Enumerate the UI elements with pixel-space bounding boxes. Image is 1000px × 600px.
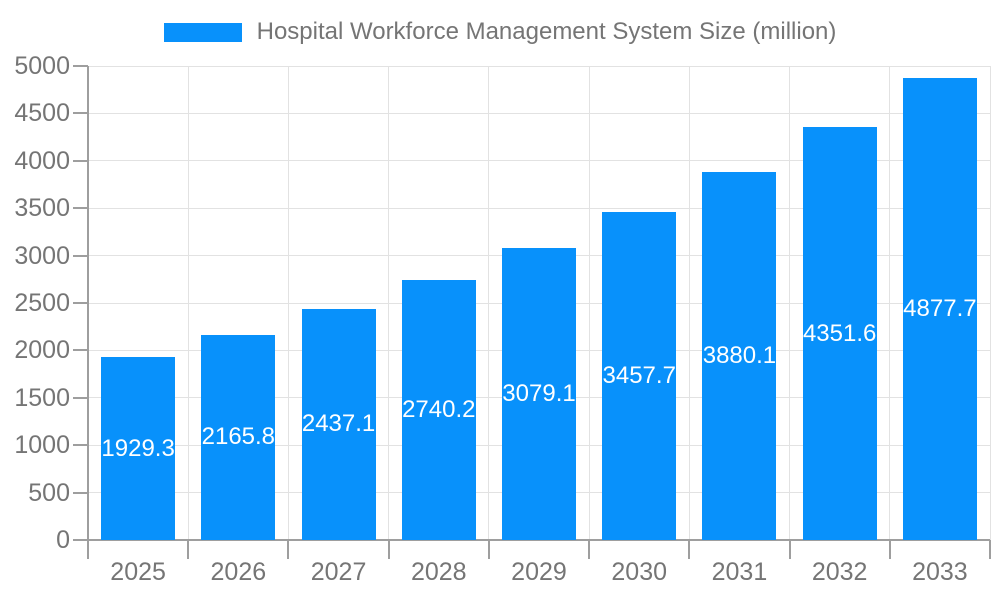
y-axis-tick: [73, 159, 88, 162]
bar-2029[interactable]: [502, 248, 576, 540]
x-axis-tick: [387, 540, 390, 559]
bar-value-label: 1929.3: [101, 434, 175, 462]
y-axis-tick: [73, 491, 88, 494]
x-axis-label: 2027: [310, 558, 367, 586]
x-axis-line: [88, 539, 990, 541]
x-axis-tick: [588, 540, 591, 559]
y-axis-label: 2000: [14, 336, 70, 365]
y-axis-label: 500: [28, 478, 70, 507]
y-axis-label: 4500: [14, 99, 70, 128]
y-axis-tick: [73, 112, 88, 115]
y-axis-label: 3500: [14, 194, 70, 223]
x-axis-label: 2033: [912, 558, 968, 586]
y-axis-label: 5000: [14, 52, 70, 80]
bar-2028[interactable]: [401, 280, 476, 540]
y-axis-tick: [73, 254, 88, 257]
bar-2027[interactable]: [301, 308, 376, 540]
bar-value-label: 2437.1: [301, 410, 376, 438]
x-axis-tick: [888, 540, 891, 559]
y-axis-tick: [73, 207, 88, 210]
chart-legend[interactable]: Hospital Workforce Management System Siz…: [0, 17, 1000, 47]
x-axis-label: 2026: [210, 558, 267, 586]
bar-value-label: 3457.7: [602, 362, 676, 390]
y-axis-tick: [73, 396, 88, 399]
x-gridline: [388, 66, 390, 540]
bar-value-label: 2165.8: [201, 423, 276, 451]
bar-value-label: 2740.2: [402, 396, 476, 424]
y-axis-tick: [73, 302, 88, 304]
y-axis-label: 3000: [14, 241, 70, 270]
x-axis-tick: [487, 540, 490, 559]
x-axis-label: 2028: [410, 558, 467, 586]
y-axis-label: 2500: [14, 289, 70, 317]
bar-value-label: 3079.1: [502, 380, 576, 408]
y-gridline: [88, 160, 990, 162]
x-gridline: [889, 66, 891, 540]
bar-2032[interactable]: [802, 127, 877, 540]
x-gridline: [688, 66, 690, 540]
x-axis-tick: [87, 540, 89, 559]
bar-value-label: 3880.1: [702, 342, 777, 370]
x-gridline: [989, 66, 991, 540]
x-gridline: [588, 66, 590, 540]
y-axis-line: [87, 66, 89, 540]
bar-value-label: 4351.6: [802, 319, 877, 347]
y-gridline: [88, 112, 990, 114]
x-axis-tick: [287, 540, 290, 559]
legend-label: Hospital Workforce Management System Siz…: [256, 18, 837, 45]
bar-2030[interactable]: [602, 212, 677, 540]
bar-2025[interactable]: [101, 357, 176, 540]
x-axis-tick: [688, 540, 691, 559]
legend-swatch: [163, 22, 242, 42]
x-axis-label: 2025: [110, 558, 166, 586]
y-axis-label: 4000: [14, 146, 70, 175]
x-axis-tick: [788, 540, 791, 559]
y-axis-label: 0: [56, 526, 70, 554]
y-axis-tick: [73, 444, 88, 447]
bar-2031[interactable]: [702, 172, 777, 540]
x-axis-label: 2029: [511, 558, 567, 586]
x-axis-label: 2031: [711, 558, 768, 586]
x-axis-label: 2032: [811, 558, 868, 586]
x-gridline: [488, 66, 490, 540]
y-axis-label: 1000: [14, 431, 70, 460]
x-gridline: [789, 66, 791, 540]
y-axis-tick: [73, 65, 88, 67]
y-gridline: [88, 207, 990, 209]
bar-2033[interactable]: [902, 77, 977, 540]
x-axis-tick: [187, 540, 190, 559]
x-gridline: [187, 66, 189, 540]
x-gridline: [287, 66, 289, 540]
x-axis-label: 2030: [611, 558, 668, 586]
bar-2026[interactable]: [201, 334, 276, 540]
y-axis-tick: [73, 539, 88, 541]
y-gridline: [88, 65, 990, 67]
y-axis-label: 1500: [14, 383, 70, 412]
bar-value-label: 4877.7: [903, 294, 977, 322]
x-axis-tick: [989, 540, 991, 559]
y-axis-tick: [73, 349, 88, 352]
